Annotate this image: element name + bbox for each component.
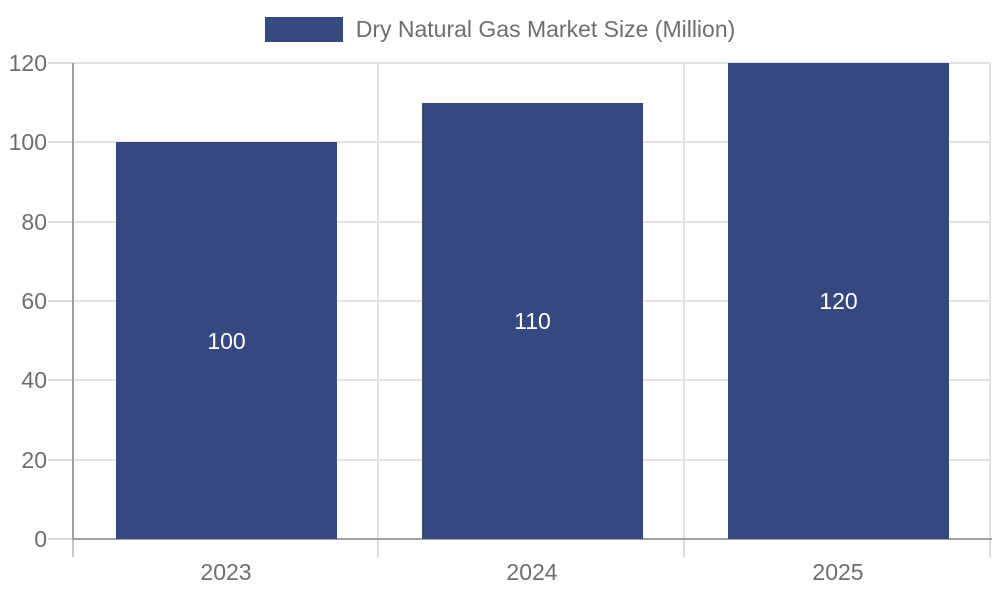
y-axis-line bbox=[72, 63, 74, 539]
x-axis-tick bbox=[989, 540, 991, 557]
y-tick-label: 0 bbox=[34, 526, 47, 552]
bar-value-label: 100 bbox=[207, 328, 246, 354]
y-axis-tick bbox=[48, 62, 73, 64]
y-tick-label: 40 bbox=[21, 367, 47, 393]
x-tick-label-2024: 2024 bbox=[506, 559, 558, 585]
x-axis-tick bbox=[683, 540, 685, 557]
y-axis-tick bbox=[48, 538, 73, 540]
y-gridline bbox=[73, 62, 991, 64]
y-axis-tick bbox=[48, 459, 73, 461]
y-tick-label: 60 bbox=[21, 288, 47, 314]
y-tick-label: 20 bbox=[21, 447, 47, 473]
y-axis-tick-extension bbox=[72, 539, 74, 557]
bar-2024 bbox=[422, 103, 643, 539]
y-axis-tick bbox=[48, 300, 73, 302]
bar-2023 bbox=[116, 142, 337, 539]
bar-value-label: 120 bbox=[819, 288, 858, 314]
x-axis-line bbox=[72, 538, 992, 540]
legend-label: Dry Natural Gas Market Size (Million) bbox=[355, 16, 736, 42]
category-gridline bbox=[989, 63, 991, 539]
x-tick-label-2025: 2025 bbox=[812, 559, 864, 585]
legend-swatch bbox=[264, 16, 343, 42]
y-tick-label: 80 bbox=[21, 209, 47, 235]
y-tick-label: 100 bbox=[8, 129, 47, 155]
y-axis-tick bbox=[48, 379, 73, 381]
y-axis-tick bbox=[48, 221, 73, 223]
bar-value-label: 110 bbox=[514, 308, 551, 334]
y-axis-tick bbox=[48, 141, 73, 143]
x-axis-tick bbox=[377, 540, 379, 557]
y-tick-label: 120 bbox=[8, 50, 47, 76]
category-gridline bbox=[377, 63, 379, 539]
bar-2025 bbox=[728, 63, 949, 539]
category-gridline bbox=[683, 63, 685, 539]
legend-item[interactable]: Dry Natural Gas Market Size (Million) bbox=[0, 15, 1000, 43]
plot-area: 100 110 120 bbox=[73, 63, 991, 539]
x-tick-label-2023: 2023 bbox=[200, 559, 252, 585]
